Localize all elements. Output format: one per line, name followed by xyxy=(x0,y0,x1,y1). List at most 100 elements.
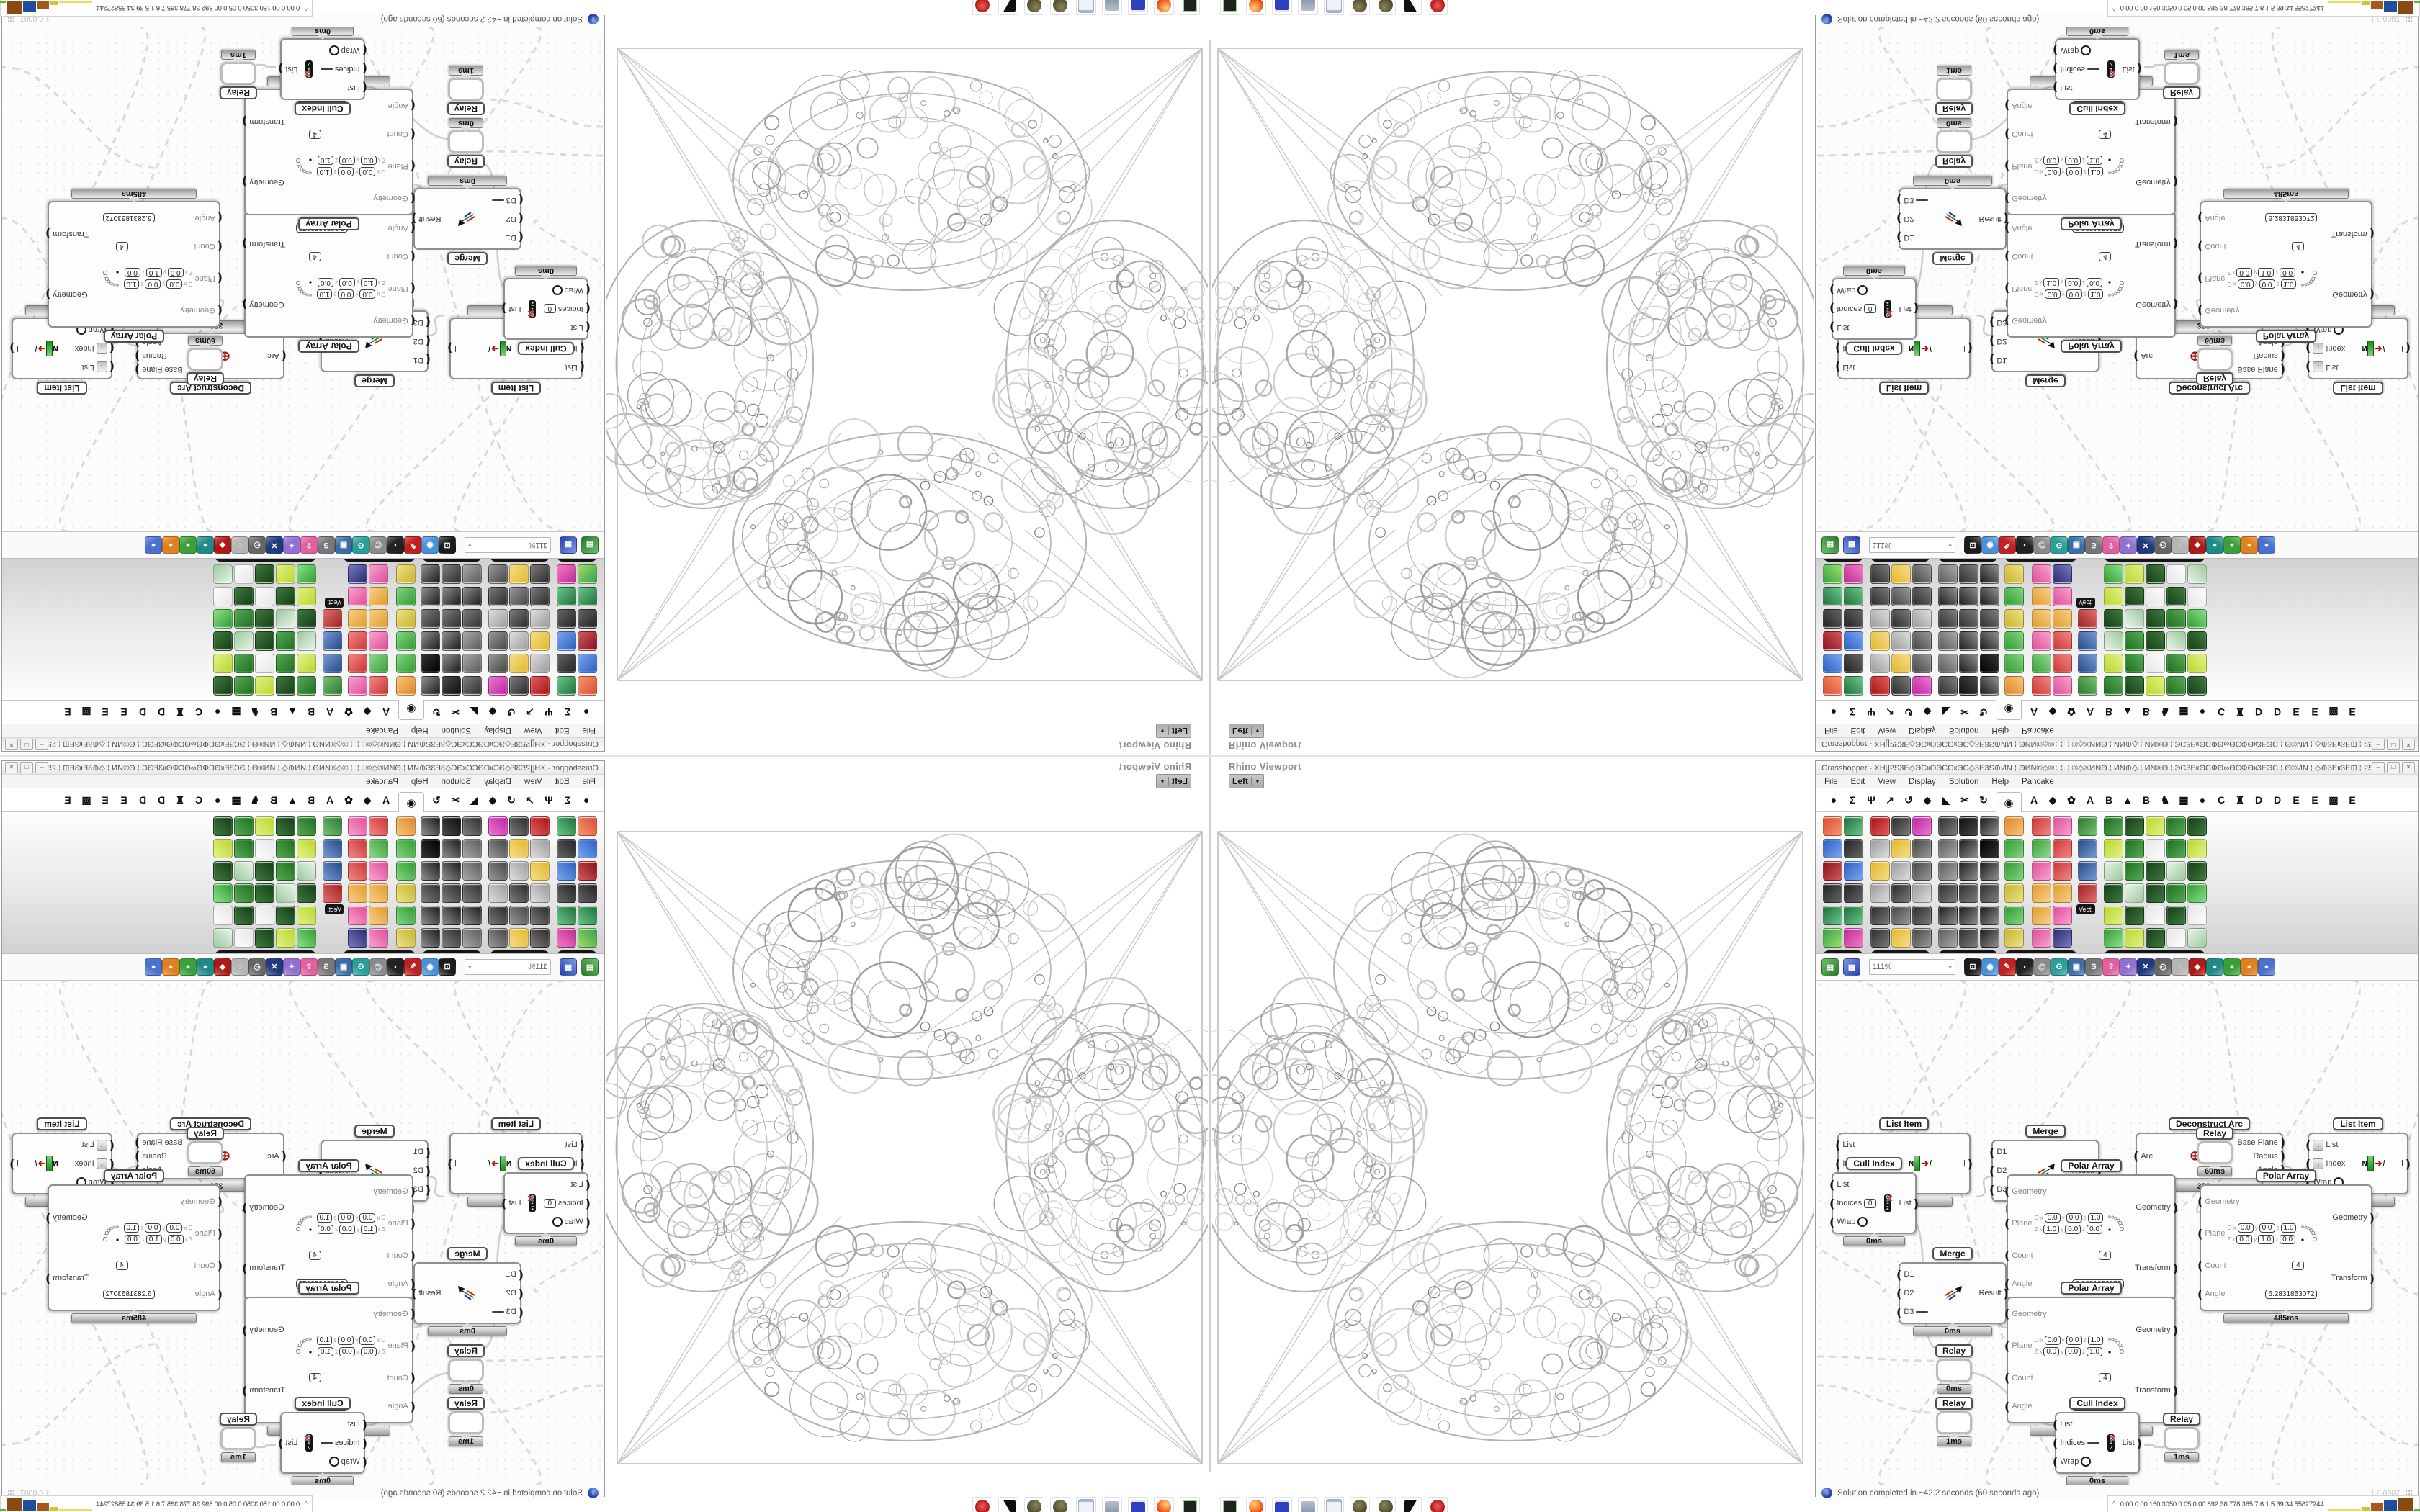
gha-recycle-icon[interactable]: G xyxy=(2051,536,2068,554)
tab-plugin-2[interactable]: ✿ xyxy=(2067,793,2076,806)
palette-icon[interactable] xyxy=(1823,816,1842,836)
list-item-b-label[interactable]: List Item xyxy=(37,1117,87,1130)
palette-icon[interactable] xyxy=(2032,631,2051,651)
palette-icon[interactable] xyxy=(509,676,529,696)
palette-icon[interactable] xyxy=(255,676,274,696)
angle-value[interactable]: 6.2831853072 xyxy=(102,213,155,223)
wrap-in-port[interactable]: (Wrap xyxy=(544,284,591,297)
genome-cross-icon[interactable]: ✕ xyxy=(266,958,283,976)
palette-icon[interactable] xyxy=(1912,654,1932,673)
palette-icon[interactable] xyxy=(2187,883,2207,903)
palette-icon[interactable] xyxy=(348,816,367,836)
tab-plugin-4[interactable]: B xyxy=(307,794,315,806)
cull-index-b-label[interactable]: Cull Index xyxy=(2069,1397,2125,1410)
count-value[interactable]: 4 xyxy=(308,129,321,139)
relay-capsule[interactable] xyxy=(447,130,484,153)
geometry-out-port[interactable]: Geometry) xyxy=(242,175,284,189)
geometry-out-port[interactable]: Geometry) xyxy=(2136,175,2178,189)
geometry-out-port[interactable]: Geometry) xyxy=(2332,287,2375,302)
palette-icon[interactable] xyxy=(442,816,461,836)
plane-o-z-value[interactable]: 1.0 xyxy=(2280,279,2297,289)
palette-group-label[interactable]: Preview✛ xyxy=(343,950,388,954)
palette-icon[interactable] xyxy=(462,928,482,948)
palette-icon[interactable] xyxy=(1823,564,1842,584)
tab-plugin-11[interactable]: ♜ xyxy=(175,706,185,719)
palette-icon[interactable] xyxy=(1844,906,1863,925)
plane-z-y-value[interactable]: 0.0 xyxy=(339,278,355,288)
relay-1a[interactable]: Relay 1ms xyxy=(447,66,485,115)
palette-icon[interactable] xyxy=(557,676,576,696)
palette-icon[interactable] xyxy=(1844,676,1863,696)
palette-icon[interactable] xyxy=(1912,587,1932,606)
palette-icon[interactable] xyxy=(1959,839,1978,858)
d1-in-port[interactable]: (D1 xyxy=(1896,1267,1914,1282)
zoom-level-box[interactable]: 111% ▾ xyxy=(465,959,551,975)
maximize-button[interactable]: □ xyxy=(2387,762,2400,773)
palette-icon[interactable] xyxy=(442,928,461,948)
solver-horn-icon[interactable]: ◖ xyxy=(387,536,404,554)
tab-plugin-7[interactable]: ♞ xyxy=(250,793,260,806)
palette-icon[interactable] xyxy=(276,564,295,584)
result-out-port[interactable]: Result) xyxy=(1978,212,2009,226)
palette-icon[interactable] xyxy=(2032,609,2051,629)
d1-in-port[interactable]: (D1 xyxy=(1989,353,2007,367)
ball-green-icon[interactable]: ● xyxy=(179,958,197,976)
sketch-pen-icon[interactable]: ✎ xyxy=(1999,958,2016,976)
menu-item-display[interactable]: Display xyxy=(1909,777,1936,786)
indices-in-port[interactable]: (Indices xyxy=(2053,63,2100,76)
solver-horn-icon[interactable]: ◖ xyxy=(2016,536,2033,554)
plane-o-y-value[interactable]: 0.0 xyxy=(2066,167,2082,177)
palette-icon[interactable] xyxy=(1844,839,1863,858)
base-plane-out-port[interactable]: Base Plane) xyxy=(2237,363,2285,377)
merge-15-label[interactable]: Merge xyxy=(2025,374,2066,387)
ball-teal-icon[interactable]: ● xyxy=(2206,958,2223,976)
gift-box-icon[interactable]: ? xyxy=(2102,536,2120,554)
galapagos-balloon-icon[interactable]: ✦ xyxy=(2120,958,2137,976)
list-item-a-label[interactable]: List Item xyxy=(490,1117,542,1130)
palette-icon[interactable] xyxy=(2146,587,2165,606)
palette-icon[interactable] xyxy=(462,861,482,881)
indices-in-port[interactable]: (Indices 0 xyxy=(543,1197,591,1210)
relay-60[interactable]: Relay 60ms xyxy=(2196,1127,2234,1176)
indices-in-port[interactable]: (Indices xyxy=(320,63,367,76)
relay-capsule[interactable] xyxy=(447,78,484,101)
palette-icon[interactable] xyxy=(1959,883,1978,903)
palette-icon[interactable] xyxy=(462,654,482,673)
palette-icon[interactable] xyxy=(2053,816,2072,836)
plane-o-x-value[interactable]: 0.0 xyxy=(359,1212,376,1223)
sketch-pen-icon[interactable]: ✎ xyxy=(404,536,421,554)
relay-0-label[interactable]: Relay xyxy=(447,1344,485,1357)
index-in-port[interactable]: (↓ Index xyxy=(2305,341,2346,356)
palette-icon[interactable] xyxy=(2125,564,2144,584)
plane-o-y-value[interactable]: 0.0 xyxy=(338,1212,354,1223)
i-out-port[interactable]: i) xyxy=(447,341,457,356)
palette-icon[interactable] xyxy=(1912,906,1932,925)
palette-icon[interactable] xyxy=(323,861,342,881)
palette-icon[interactable] xyxy=(348,631,367,651)
plane-z-z-value[interactable]: 0.0 xyxy=(124,268,140,278)
list-in-port[interactable]: (List xyxy=(1829,1177,1850,1192)
palette-icon[interactable] xyxy=(297,676,316,696)
list-out-port[interactable]: List) xyxy=(278,1436,298,1450)
palette-icon[interactable] xyxy=(234,839,254,858)
palette-icon[interactable] xyxy=(213,861,233,881)
palette-icon[interactable] xyxy=(1823,631,1842,651)
radius-out-port[interactable]: Radius) xyxy=(2253,349,2285,363)
palette-icon[interactable] xyxy=(557,928,576,948)
palette-icon[interactable] xyxy=(1891,587,1911,606)
count-value[interactable]: 4 xyxy=(308,251,321,261)
palette-icon[interactable] xyxy=(1938,587,1958,606)
indices-value[interactable] xyxy=(320,68,333,70)
palette-icon[interactable] xyxy=(2166,861,2186,881)
tab-icon-3[interactable]: ↗ xyxy=(1886,793,1894,806)
list-in-port[interactable]: (↓ List xyxy=(81,1138,115,1152)
terminal-icon[interactable] xyxy=(1220,0,1240,15)
palette-icon[interactable] xyxy=(509,816,529,836)
plane-z-x-value[interactable]: 0.0 xyxy=(2236,268,2253,278)
palette-icon[interactable] xyxy=(1959,928,1978,948)
tab-icon-5[interactable]: ◆ xyxy=(1923,706,1932,719)
palette-icon[interactable] xyxy=(530,928,550,948)
